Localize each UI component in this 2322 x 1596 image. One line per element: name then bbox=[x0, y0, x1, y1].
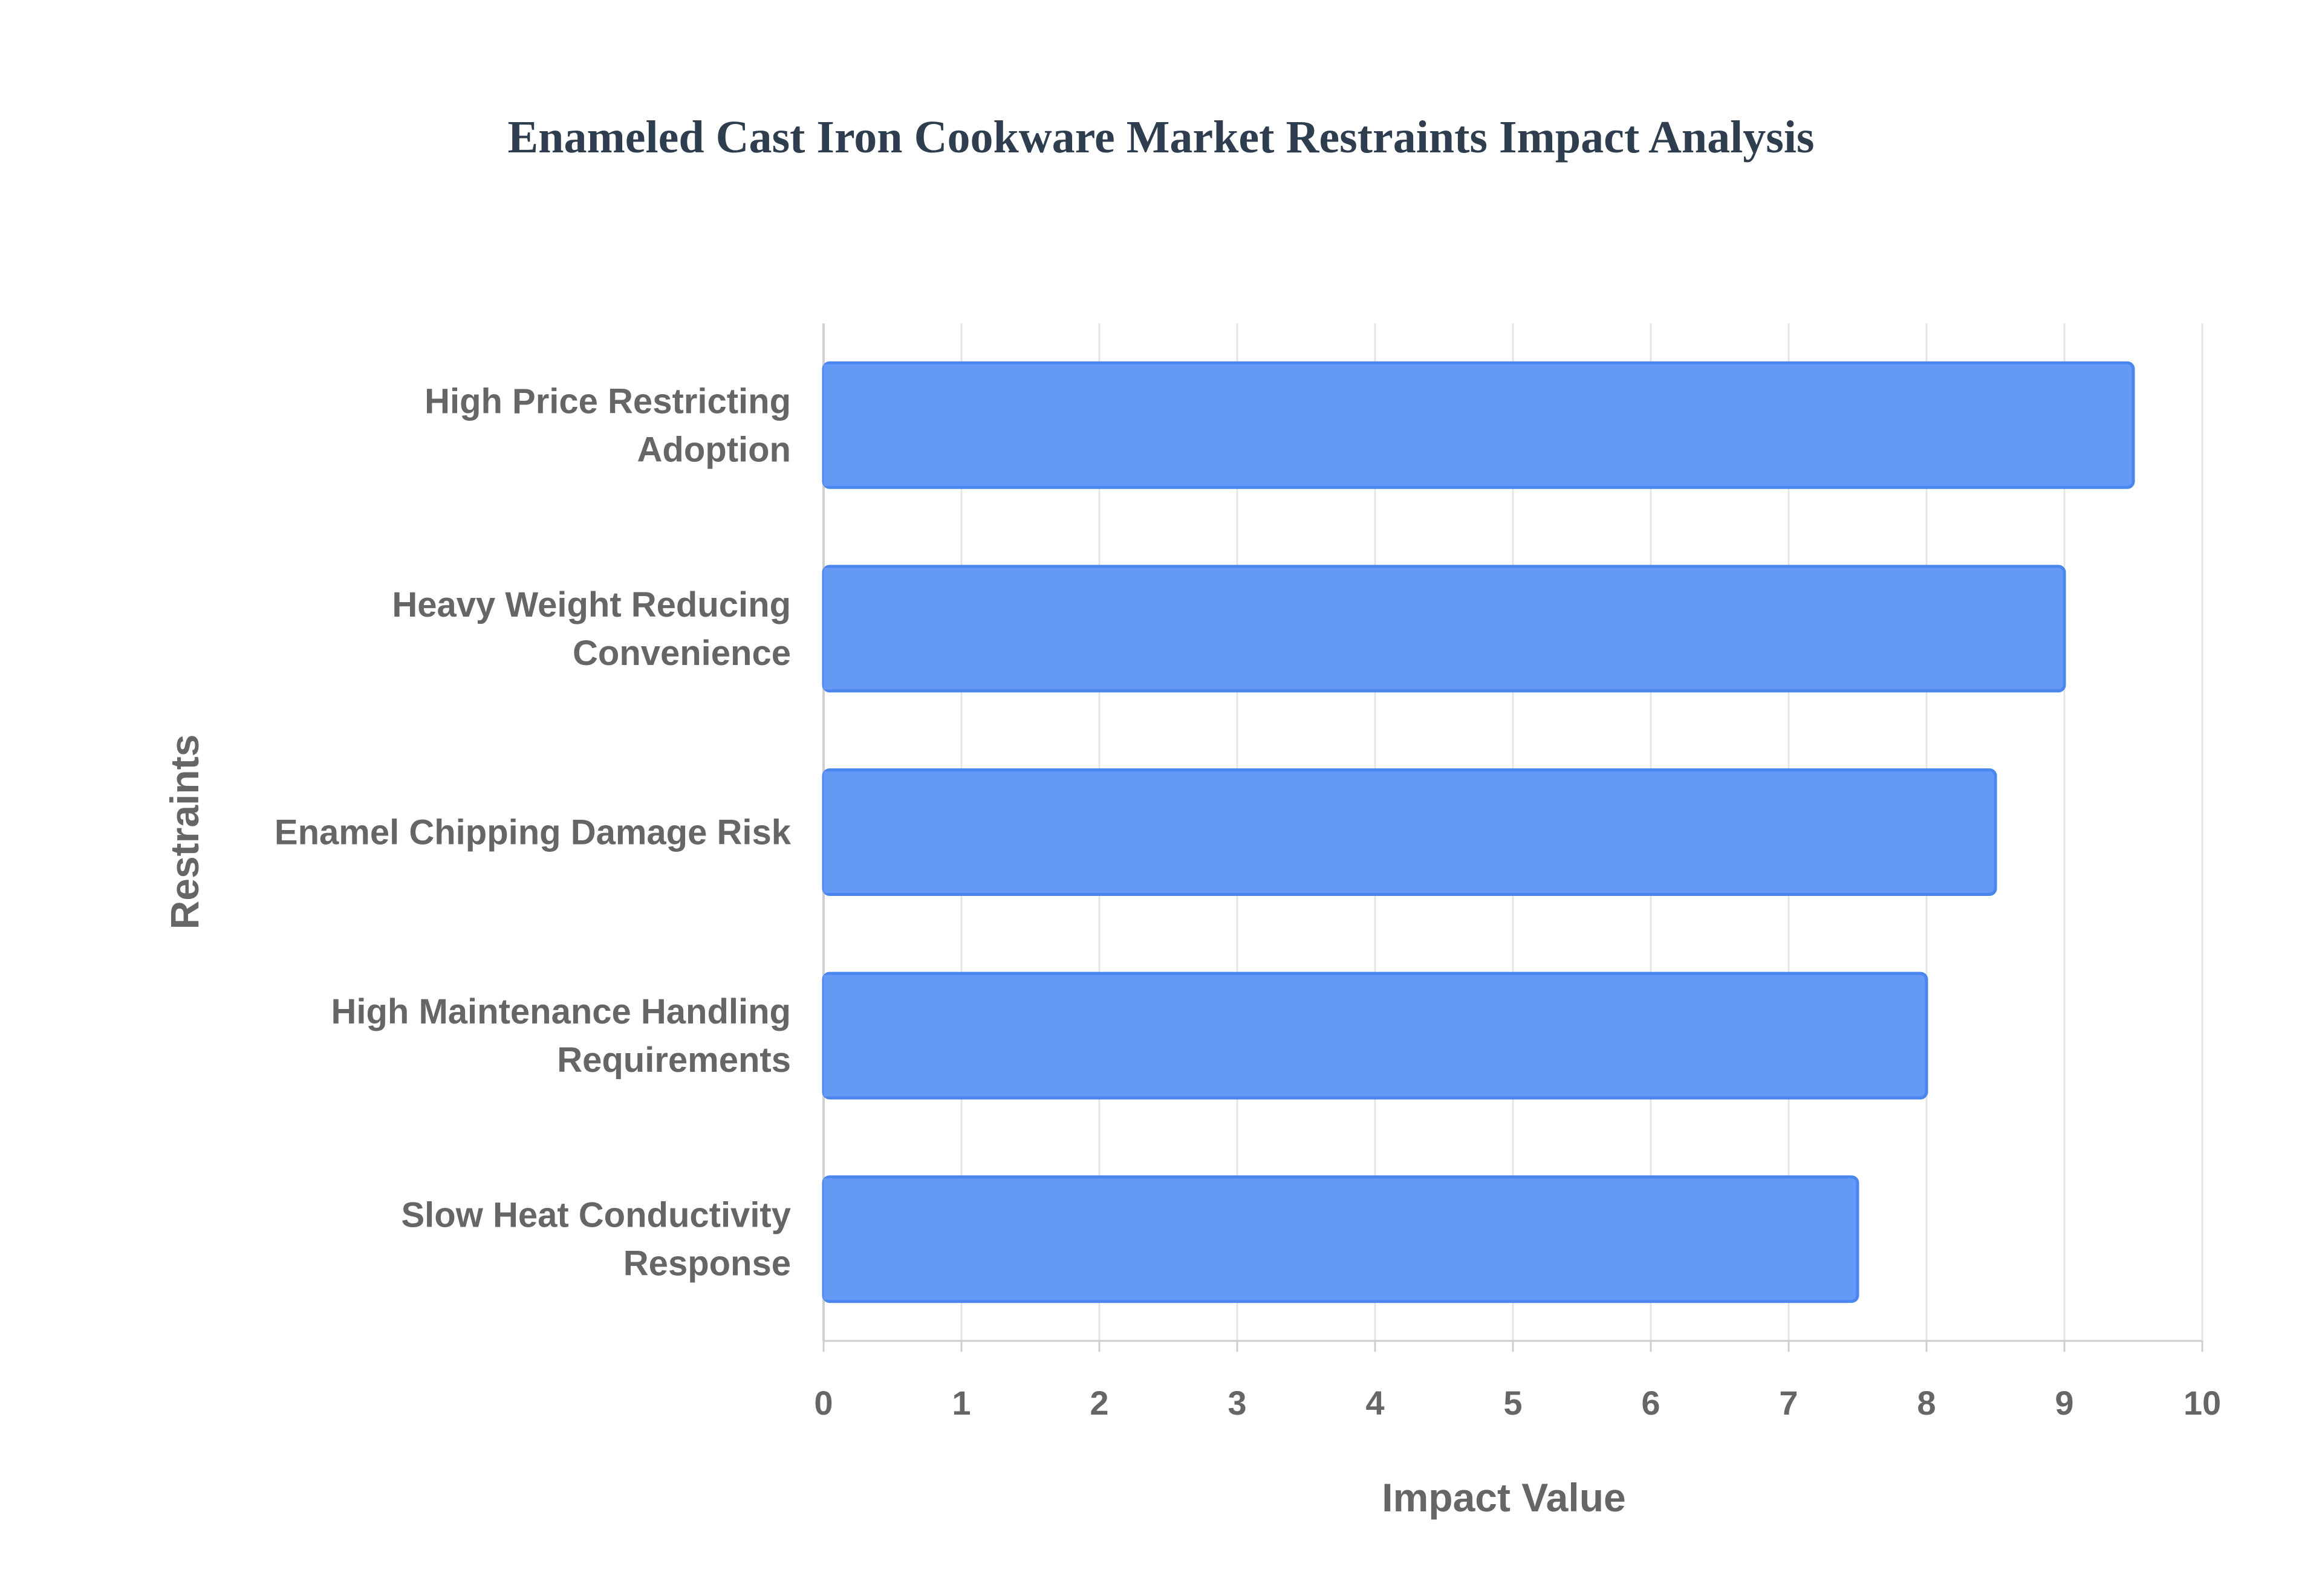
bar bbox=[822, 565, 2066, 693]
bar-left-edge bbox=[824, 771, 832, 893]
category-label: Requirements bbox=[557, 1040, 791, 1080]
bar bbox=[822, 768, 1997, 896]
x-tick-label: 2 bbox=[1090, 1384, 1108, 1422]
bar bbox=[822, 972, 1928, 1100]
category-label: High Maintenance Handling bbox=[331, 992, 792, 1031]
bars bbox=[822, 361, 2135, 1303]
x-tick-label: 4 bbox=[1365, 1384, 1384, 1422]
bar bbox=[822, 1175, 1859, 1303]
y-axis-title: Restraints bbox=[162, 735, 207, 930]
chart-title: Enameled Cast Iron Cookware Market Restr… bbox=[507, 112, 1814, 163]
x-tick-label: 9 bbox=[2055, 1384, 2073, 1422]
x-tick-label: 3 bbox=[1228, 1384, 1246, 1422]
category-label: Convenience bbox=[573, 634, 791, 673]
x-tick-label: 7 bbox=[1779, 1384, 1798, 1422]
bar bbox=[822, 361, 2135, 489]
bar-left-edge bbox=[824, 1178, 832, 1300]
x-tick-label: 6 bbox=[1641, 1384, 1660, 1422]
x-axis-ticks: 0 1 2 3 4 5 6 7 8 9 10 bbox=[814, 1341, 2221, 1422]
x-axis-title: Impact Value bbox=[1382, 1475, 1626, 1520]
category-label: Adoption bbox=[637, 430, 791, 469]
bar-left-edge bbox=[824, 975, 832, 1097]
x-tick-label: 1 bbox=[952, 1384, 971, 1422]
category-label: Response bbox=[623, 1244, 791, 1283]
category-labels: High Price Restricting Adoption Heavy Weig… bbox=[275, 381, 792, 1283]
category-label: Enamel Chipping Damage Risk bbox=[275, 813, 792, 852]
bar-left-edge bbox=[824, 364, 832, 486]
x-tick-label: 5 bbox=[1503, 1384, 1522, 1422]
x-tick-label: 10 bbox=[2184, 1384, 2221, 1422]
x-tick-label: 0 bbox=[814, 1384, 833, 1422]
category-label: High Price Restricting bbox=[424, 381, 791, 421]
category-label: Slow Heat Conductivity bbox=[401, 1196, 791, 1235]
category-label: Heavy Weight Reducing bbox=[392, 585, 791, 624]
x-tick-label: 8 bbox=[1917, 1384, 1936, 1422]
bar-left-edge bbox=[824, 568, 832, 690]
